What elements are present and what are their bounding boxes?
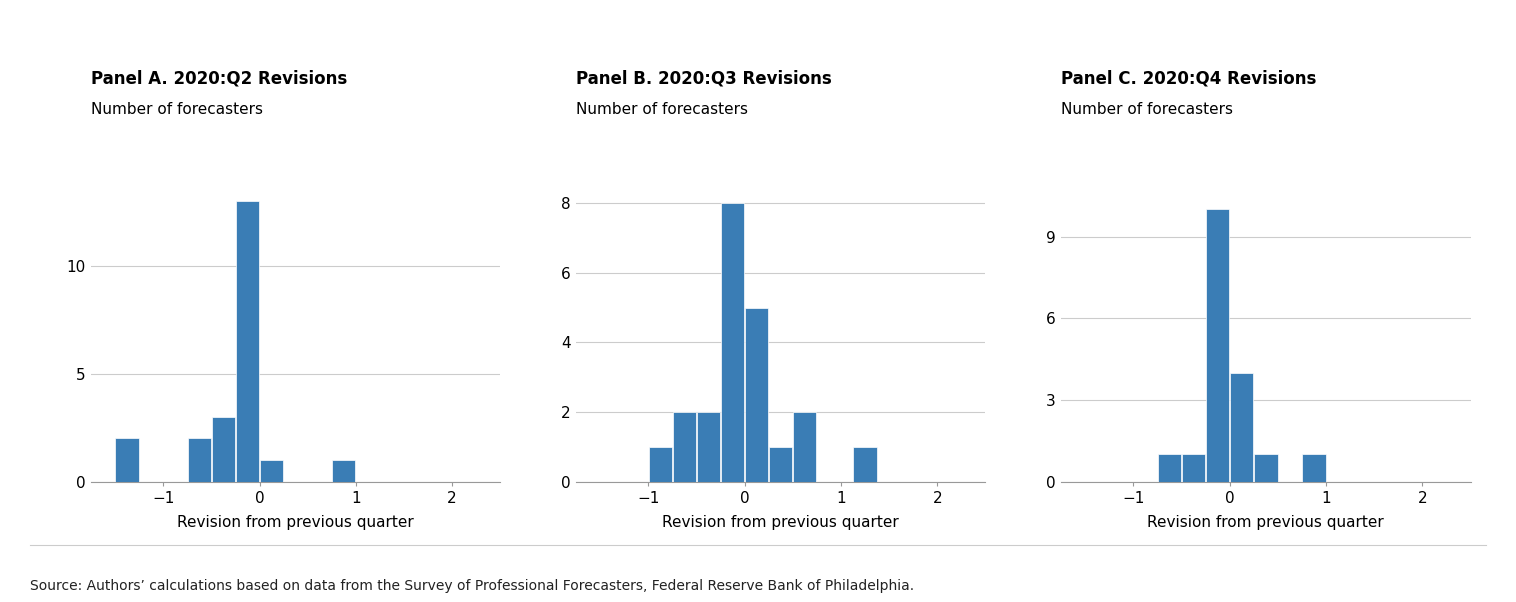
Bar bbox=[673, 412, 696, 482]
X-axis label: Revision from previous quarter: Revision from previous quarter bbox=[177, 515, 414, 530]
Bar bbox=[212, 417, 235, 482]
Bar bbox=[1207, 209, 1229, 482]
Bar bbox=[236, 201, 259, 482]
Bar bbox=[259, 460, 283, 482]
Bar bbox=[793, 412, 817, 482]
Bar bbox=[1158, 455, 1181, 482]
Bar bbox=[649, 447, 672, 482]
Bar bbox=[1229, 373, 1254, 482]
X-axis label: Revision from previous quarter: Revision from previous quarter bbox=[1148, 515, 1384, 530]
Bar bbox=[332, 460, 355, 482]
Text: Source: Authors’ calculations based on data from the Survey of Professional Fore: Source: Authors’ calculations based on d… bbox=[30, 579, 914, 593]
Text: Number of forecasters: Number of forecasters bbox=[91, 102, 262, 117]
Bar bbox=[1182, 455, 1205, 482]
Text: Panel C. 2020:Q4 Revisions: Panel C. 2020:Q4 Revisions bbox=[1061, 69, 1316, 87]
Bar bbox=[697, 412, 720, 482]
Bar bbox=[1302, 455, 1325, 482]
Bar bbox=[769, 447, 793, 482]
Text: Panel B. 2020:Q3 Revisions: Panel B. 2020:Q3 Revisions bbox=[576, 69, 832, 87]
Bar bbox=[188, 438, 211, 482]
Text: Panel A. 2020:Q2 Revisions: Panel A. 2020:Q2 Revisions bbox=[91, 69, 347, 87]
Bar bbox=[1254, 455, 1278, 482]
Bar bbox=[722, 203, 744, 482]
Text: Number of forecasters: Number of forecasters bbox=[576, 102, 747, 117]
Text: Number of forecasters: Number of forecasters bbox=[1061, 102, 1233, 117]
X-axis label: Revision from previous quarter: Revision from previous quarter bbox=[662, 515, 899, 530]
Bar bbox=[854, 447, 876, 482]
Bar bbox=[115, 438, 139, 482]
Bar bbox=[744, 308, 769, 482]
